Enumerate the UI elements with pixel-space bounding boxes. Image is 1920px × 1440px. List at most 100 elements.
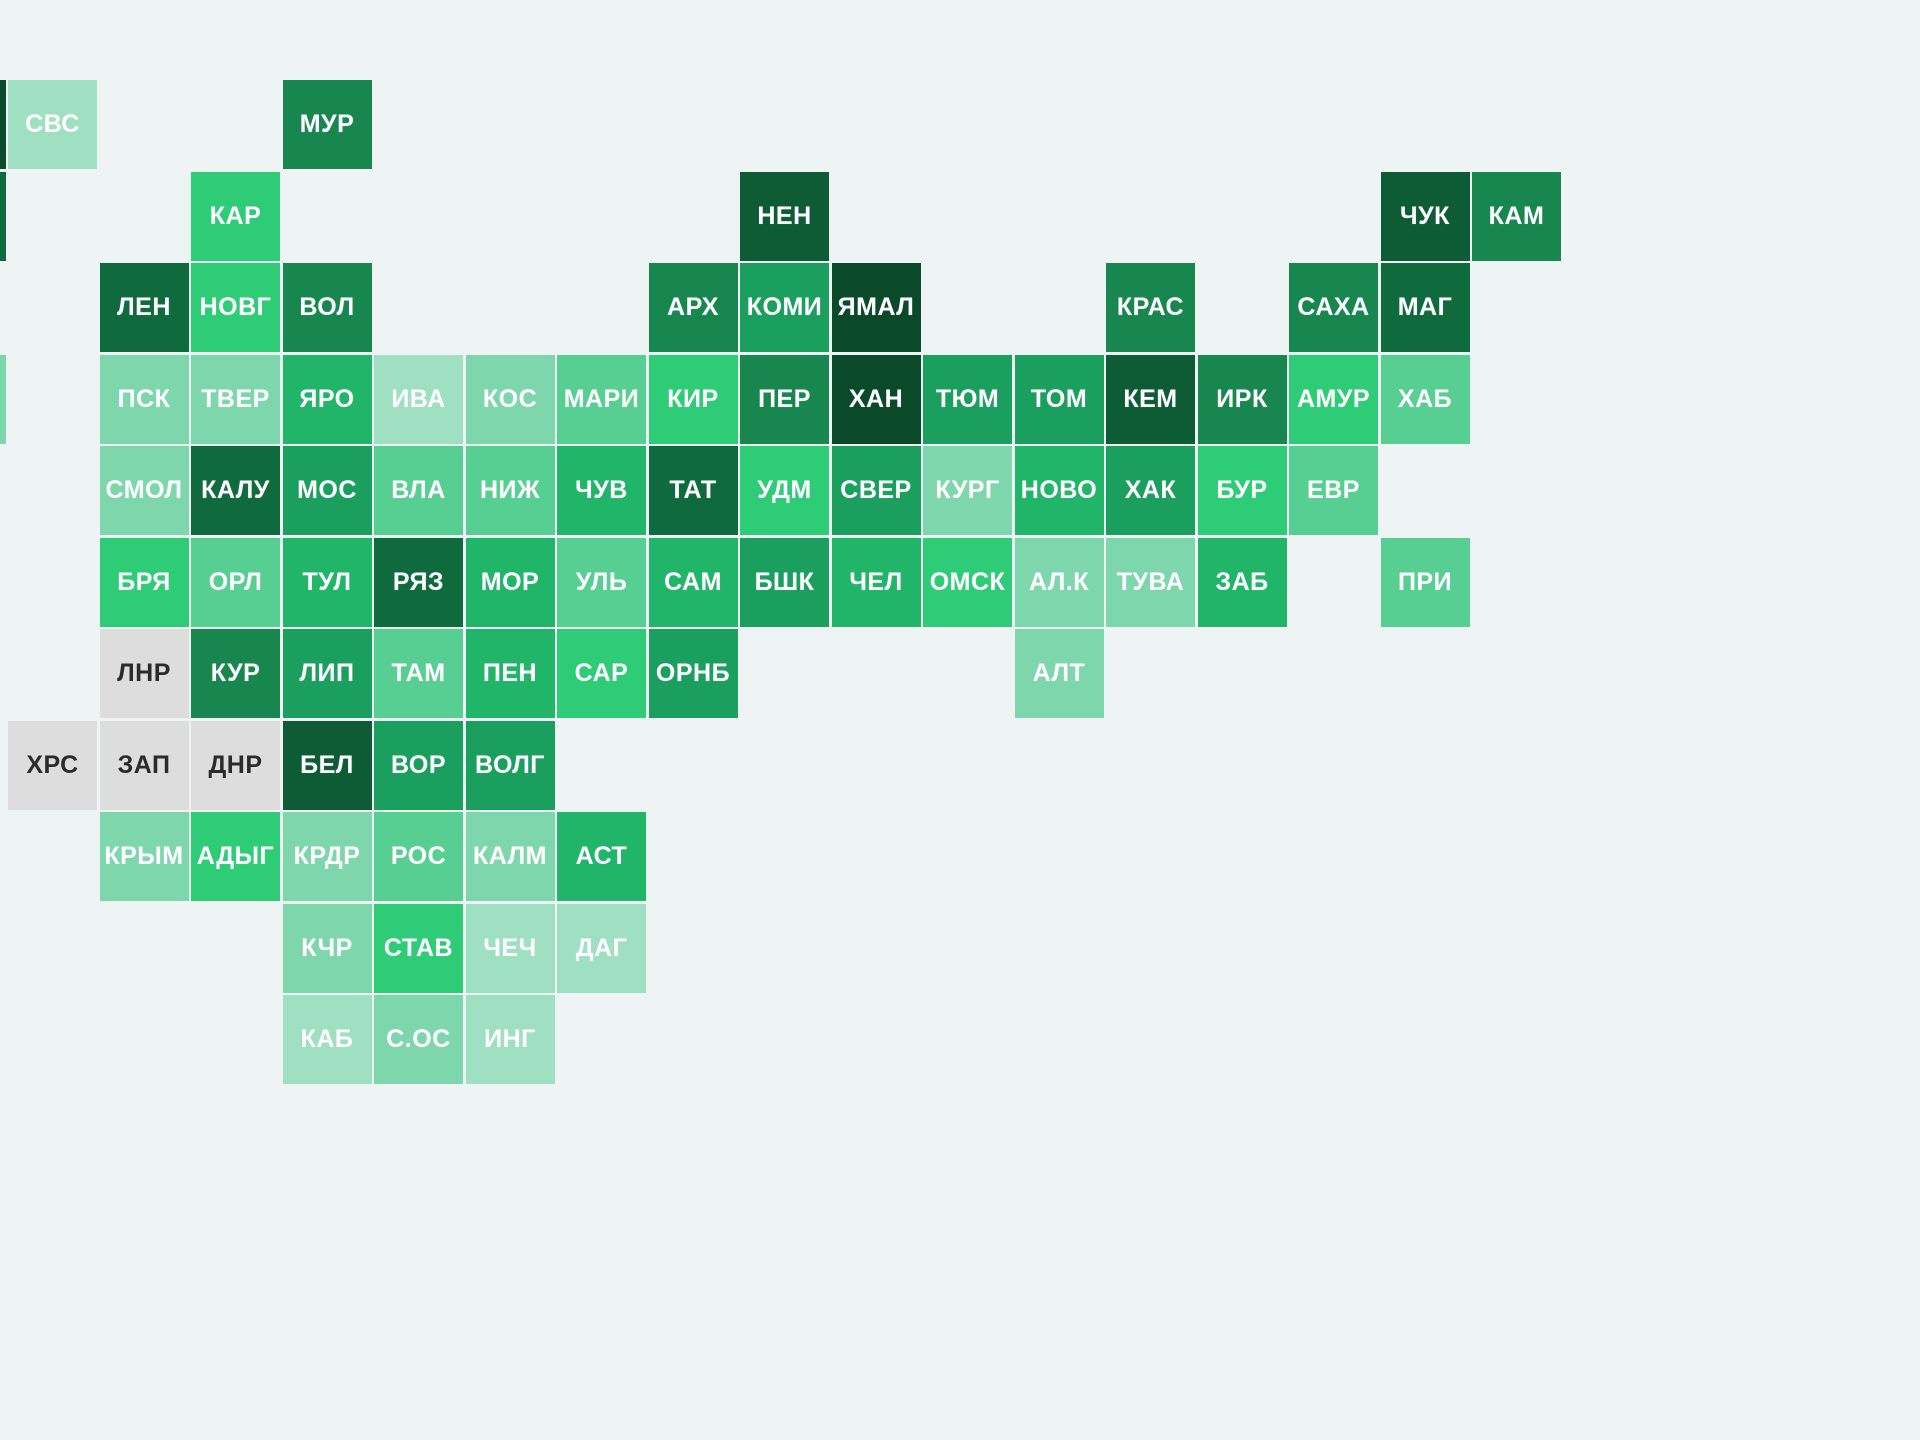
tile-ХАК[interactable]: ХАК	[1106, 446, 1195, 535]
tile-СМОЛ[interactable]: СМОЛ	[99, 446, 189, 535]
tile-clipped[interactable]	[0, 80, 6, 169]
tile-ЗАБ[interactable]: ЗАБ	[1197, 537, 1287, 627]
tile-САР[interactable]: САР	[557, 629, 646, 718]
tile-clipped[interactable]	[0, 354, 6, 444]
tile-С.ОС[interactable]: С.ОС	[374, 995, 463, 1084]
tile-ПРИ[interactable]: ПРИ	[1380, 537, 1470, 627]
tile-БЕЛ[interactable]: БЕЛ	[282, 720, 372, 810]
tile-САМ[interactable]: САМ	[648, 537, 738, 627]
tile-АРХ[interactable]: АРХ	[648, 263, 738, 352]
tile-БРЯ[interactable]: БРЯ	[99, 537, 189, 627]
tile-АЛ.К[interactable]: АЛ.К	[1014, 537, 1104, 627]
tile-ПЕР[interactable]: ПЕР	[740, 354, 829, 444]
tile-label: АЛ.К	[1028, 567, 1090, 596]
tile-clipped[interactable]	[0, 171, 6, 261]
tile-КАЛМ[interactable]: КАЛМ	[465, 812, 555, 901]
tile-НЕН[interactable]: НЕН	[740, 171, 829, 261]
tile-КАЛУ[interactable]: КАЛУ	[191, 446, 280, 535]
tile-ИНГ[interactable]: ИНГ	[465, 995, 555, 1084]
tile-СВС[interactable]: СВС	[8, 80, 97, 169]
tile-МОС[interactable]: МОС	[282, 446, 372, 535]
tile-label: МОР	[480, 567, 540, 596]
tile-ЯРО[interactable]: ЯРО	[282, 354, 372, 444]
tile-ЧЕЛ[interactable]: ЧЕЛ	[831, 537, 921, 627]
tile-НОВО[interactable]: НОВО	[1014, 446, 1104, 535]
tile-ДАГ[interactable]: ДАГ	[557, 903, 646, 993]
tile-ЧУВ[interactable]: ЧУВ	[557, 446, 646, 535]
tile-ТУЛ[interactable]: ТУЛ	[282, 537, 372, 627]
tile-ТАМ[interactable]: ТАМ	[374, 629, 463, 718]
tile-ТАТ[interactable]: ТАТ	[648, 446, 738, 535]
tile-СТАВ[interactable]: СТАВ	[374, 903, 463, 993]
tile-МОР[interactable]: МОР	[465, 537, 555, 627]
tile-ПСК[interactable]: ПСК	[99, 354, 189, 444]
tile-РЯЗ[interactable]: РЯЗ	[374, 537, 463, 627]
tile-label: КРДР	[293, 842, 361, 870]
tile-ТЮМ[interactable]: ТЮМ	[923, 354, 1012, 444]
tile-label: КАР	[209, 201, 262, 230]
tile-label: С.ОС	[386, 1025, 451, 1053]
tile-label: ПЕР	[758, 384, 811, 413]
tile-ДНР[interactable]: ДНР	[191, 720, 280, 810]
tile-ВОР[interactable]: ВОР	[374, 720, 463, 810]
tile-САХА[interactable]: САХА	[1289, 263, 1378, 352]
tile-ЗАП[interactable]: ЗАП	[99, 720, 189, 810]
tile-АЛТ[interactable]: АЛТ	[1014, 629, 1104, 718]
tile-ЧЕЧ[interactable]: ЧЕЧ	[465, 903, 555, 993]
tile-ХАН[interactable]: ХАН	[831, 354, 921, 444]
tile-СВЕР[interactable]: СВЕР	[831, 446, 921, 535]
tile-ЛЕН[interactable]: ЛЕН	[99, 263, 189, 352]
tile-КАМ[interactable]: КАМ	[1472, 171, 1561, 261]
tile-МУР[interactable]: МУР	[282, 80, 372, 169]
tile-ЯМАЛ[interactable]: ЯМАЛ	[831, 263, 921, 352]
tile-АСТ[interactable]: АСТ	[557, 812, 646, 901]
tile-АМУР[interactable]: АМУР	[1289, 354, 1378, 444]
tile-РОС[interactable]: РОС	[374, 812, 463, 901]
tile-КОС[interactable]: КОС	[465, 354, 555, 444]
tile-АДЫГ[interactable]: АДЫГ	[191, 812, 280, 901]
tile-ТВЕР[interactable]: ТВЕР	[191, 354, 280, 444]
tile-ХАБ[interactable]: ХАБ	[1380, 354, 1470, 444]
tile-КРАС[interactable]: КРАС	[1106, 263, 1195, 352]
tile-МАГ[interactable]: МАГ	[1380, 263, 1470, 352]
tile-ОРНБ[interactable]: ОРНБ	[648, 629, 738, 718]
tile-КАР[interactable]: КАР	[191, 171, 280, 261]
tile-БШК[interactable]: БШК	[740, 537, 829, 627]
tile-ИВА[interactable]: ИВА	[374, 354, 463, 444]
tile-НОВГ[interactable]: НОВГ	[191, 263, 280, 352]
tile-ИРК[interactable]: ИРК	[1197, 354, 1287, 444]
tile-ЛИП[interactable]: ЛИП	[282, 629, 372, 718]
tile-УЛЬ[interactable]: УЛЬ	[557, 537, 646, 627]
tile-ЧУК[interactable]: ЧУК	[1380, 171, 1470, 261]
tile-КИР[interactable]: КИР	[648, 354, 738, 444]
tile-КАБ[interactable]: КАБ	[282, 995, 372, 1084]
tile-КЧР[interactable]: КЧР	[282, 903, 372, 993]
tile-НИЖ[interactable]: НИЖ	[465, 446, 555, 535]
tile-КОМИ[interactable]: КОМИ	[740, 263, 829, 352]
tile-ТОМ[interactable]: ТОМ	[1014, 354, 1104, 444]
tile-ХРС[interactable]: ХРС	[8, 720, 97, 810]
tile-ЕВР[interactable]: ЕВР	[1289, 446, 1378, 535]
tile-КУРГ[interactable]: КУРГ	[923, 446, 1012, 535]
tile-ВЛА[interactable]: ВЛА	[374, 446, 463, 535]
tile-label: АРХ	[667, 293, 719, 321]
tile-КУР[interactable]: КУР	[191, 629, 280, 718]
tile-ВОЛ[interactable]: ВОЛ	[282, 263, 372, 352]
tile-КРДР[interactable]: КРДР	[282, 812, 372, 901]
tile-label: ЧУВ	[575, 476, 628, 504]
tile-ОМСК[interactable]: ОМСК	[923, 537, 1012, 627]
tile-КРЫМ[interactable]: КРЫМ	[99, 812, 189, 901]
tile-КЕМ[interactable]: КЕМ	[1106, 354, 1195, 444]
tile-БУР[interactable]: БУР	[1197, 446, 1287, 535]
tile-label: НЕН	[757, 201, 812, 230]
tile-ЛНР[interactable]: ЛНР	[99, 629, 189, 718]
tile-ОРЛ[interactable]: ОРЛ	[191, 537, 280, 627]
tile-label: ЛНР	[117, 659, 171, 687]
tile-label: КАМ	[1488, 201, 1545, 230]
tile-МАРИ[interactable]: МАРИ	[557, 354, 646, 444]
tile-УДМ[interactable]: УДМ	[740, 446, 829, 535]
tile-ТУВА[interactable]: ТУВА	[1106, 537, 1195, 627]
tile-ВОЛГ[interactable]: ВОЛГ	[465, 720, 555, 810]
tile-ПЕН[interactable]: ПЕН	[465, 629, 555, 718]
tile-label: УЛЬ	[575, 567, 628, 596]
